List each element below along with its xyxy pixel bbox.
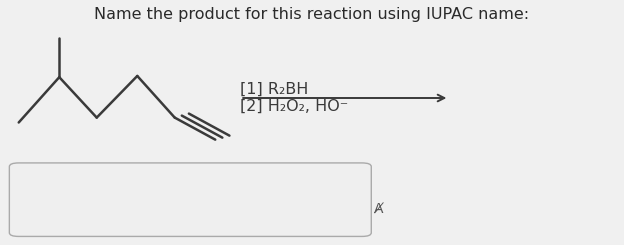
- Text: Name the product for this reaction using IUPAC name:: Name the product for this reaction using…: [94, 7, 530, 22]
- Text: [1] R₂BH: [1] R₂BH: [240, 82, 309, 97]
- FancyBboxPatch shape: [9, 163, 371, 236]
- Text: A̸: A̸: [374, 202, 384, 216]
- Text: [2] H₂O₂, HO⁻: [2] H₂O₂, HO⁻: [240, 99, 348, 114]
